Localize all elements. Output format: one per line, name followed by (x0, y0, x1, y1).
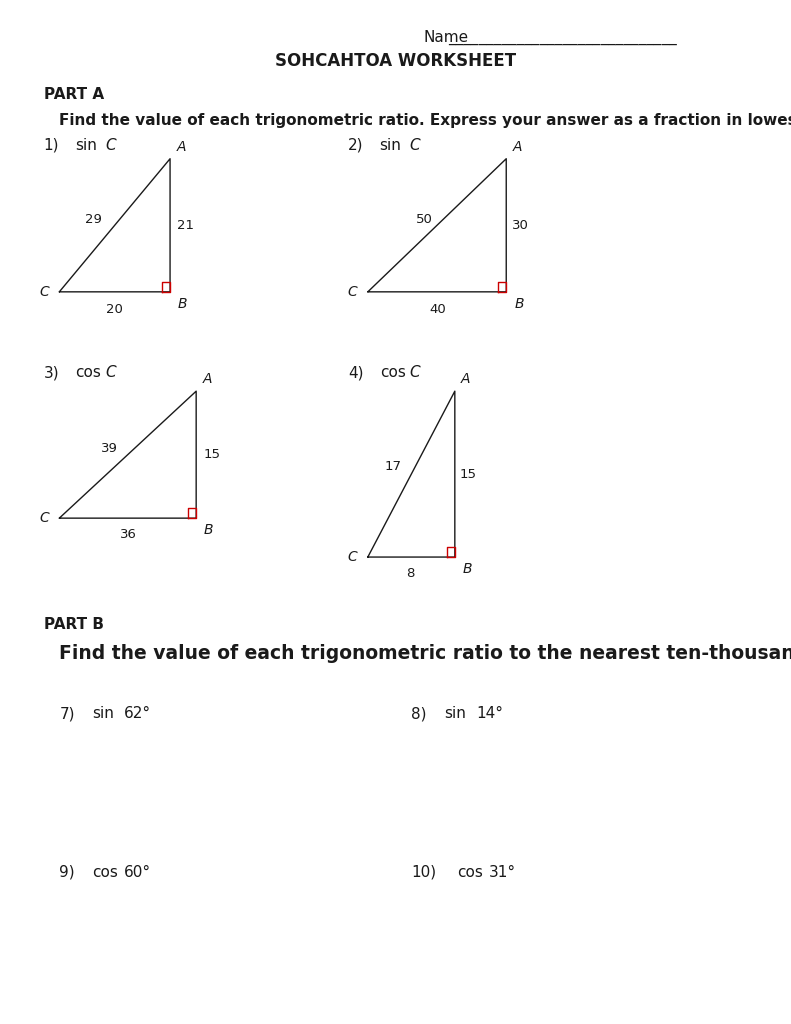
Text: sin: sin (380, 138, 402, 153)
Text: 40: 40 (429, 303, 446, 315)
Text: 15: 15 (460, 468, 477, 480)
Text: 3): 3) (44, 366, 59, 380)
Text: 14°: 14° (476, 707, 503, 721)
Text: 8): 8) (411, 707, 427, 721)
Text: C: C (348, 550, 358, 564)
Text: cos: cos (380, 366, 406, 380)
Text: 21: 21 (176, 219, 194, 231)
Text: SOHCAHTOA WORKSHEET: SOHCAHTOA WORKSHEET (275, 52, 516, 71)
Text: ______________________________: ______________________________ (448, 31, 677, 45)
Text: 8: 8 (407, 567, 414, 580)
Text: 17: 17 (384, 461, 402, 473)
Text: B: B (178, 297, 187, 311)
Text: A: A (202, 372, 212, 386)
Text: PART B: PART B (44, 617, 104, 632)
Text: 4): 4) (348, 366, 364, 380)
Text: B: B (463, 562, 472, 577)
Text: C: C (105, 138, 115, 153)
Text: 1): 1) (44, 138, 59, 153)
Text: B: B (204, 523, 214, 538)
Text: C: C (40, 511, 49, 525)
Text: C: C (348, 285, 358, 299)
Text: 29: 29 (85, 213, 102, 225)
Text: 50: 50 (415, 213, 433, 225)
Text: 7): 7) (59, 707, 75, 721)
Text: 62°: 62° (124, 707, 151, 721)
Text: sin: sin (445, 707, 467, 721)
Text: Name: Name (423, 31, 468, 45)
Text: cos: cos (93, 865, 119, 880)
Text: C: C (105, 366, 115, 380)
Text: cos: cos (457, 865, 483, 880)
Text: C: C (40, 285, 49, 299)
Text: 39: 39 (100, 442, 118, 455)
Text: 15: 15 (203, 449, 221, 461)
Text: 20: 20 (106, 303, 123, 315)
Text: 60°: 60° (124, 865, 151, 880)
Text: A: A (461, 372, 471, 386)
Text: 30: 30 (512, 219, 529, 231)
Text: A: A (513, 139, 522, 154)
Text: 36: 36 (119, 528, 137, 541)
Text: 9): 9) (59, 865, 75, 880)
Text: C: C (410, 366, 420, 380)
Text: 2): 2) (348, 138, 364, 153)
Text: A: A (176, 139, 186, 154)
Text: Find the value of each trigonometric ratio to the nearest ten-thousandth.: Find the value of each trigonometric rat… (59, 644, 791, 663)
Text: PART A: PART A (44, 87, 104, 101)
Text: 10): 10) (411, 865, 437, 880)
Text: sin: sin (93, 707, 115, 721)
Text: sin: sin (75, 138, 97, 153)
Text: Find the value of each trigonometric ratio. Express your answer as a fraction in: Find the value of each trigonometric rat… (59, 114, 791, 128)
Text: C: C (410, 138, 420, 153)
Text: 31°: 31° (489, 865, 516, 880)
Text: cos: cos (75, 366, 101, 380)
Text: B: B (514, 297, 524, 311)
